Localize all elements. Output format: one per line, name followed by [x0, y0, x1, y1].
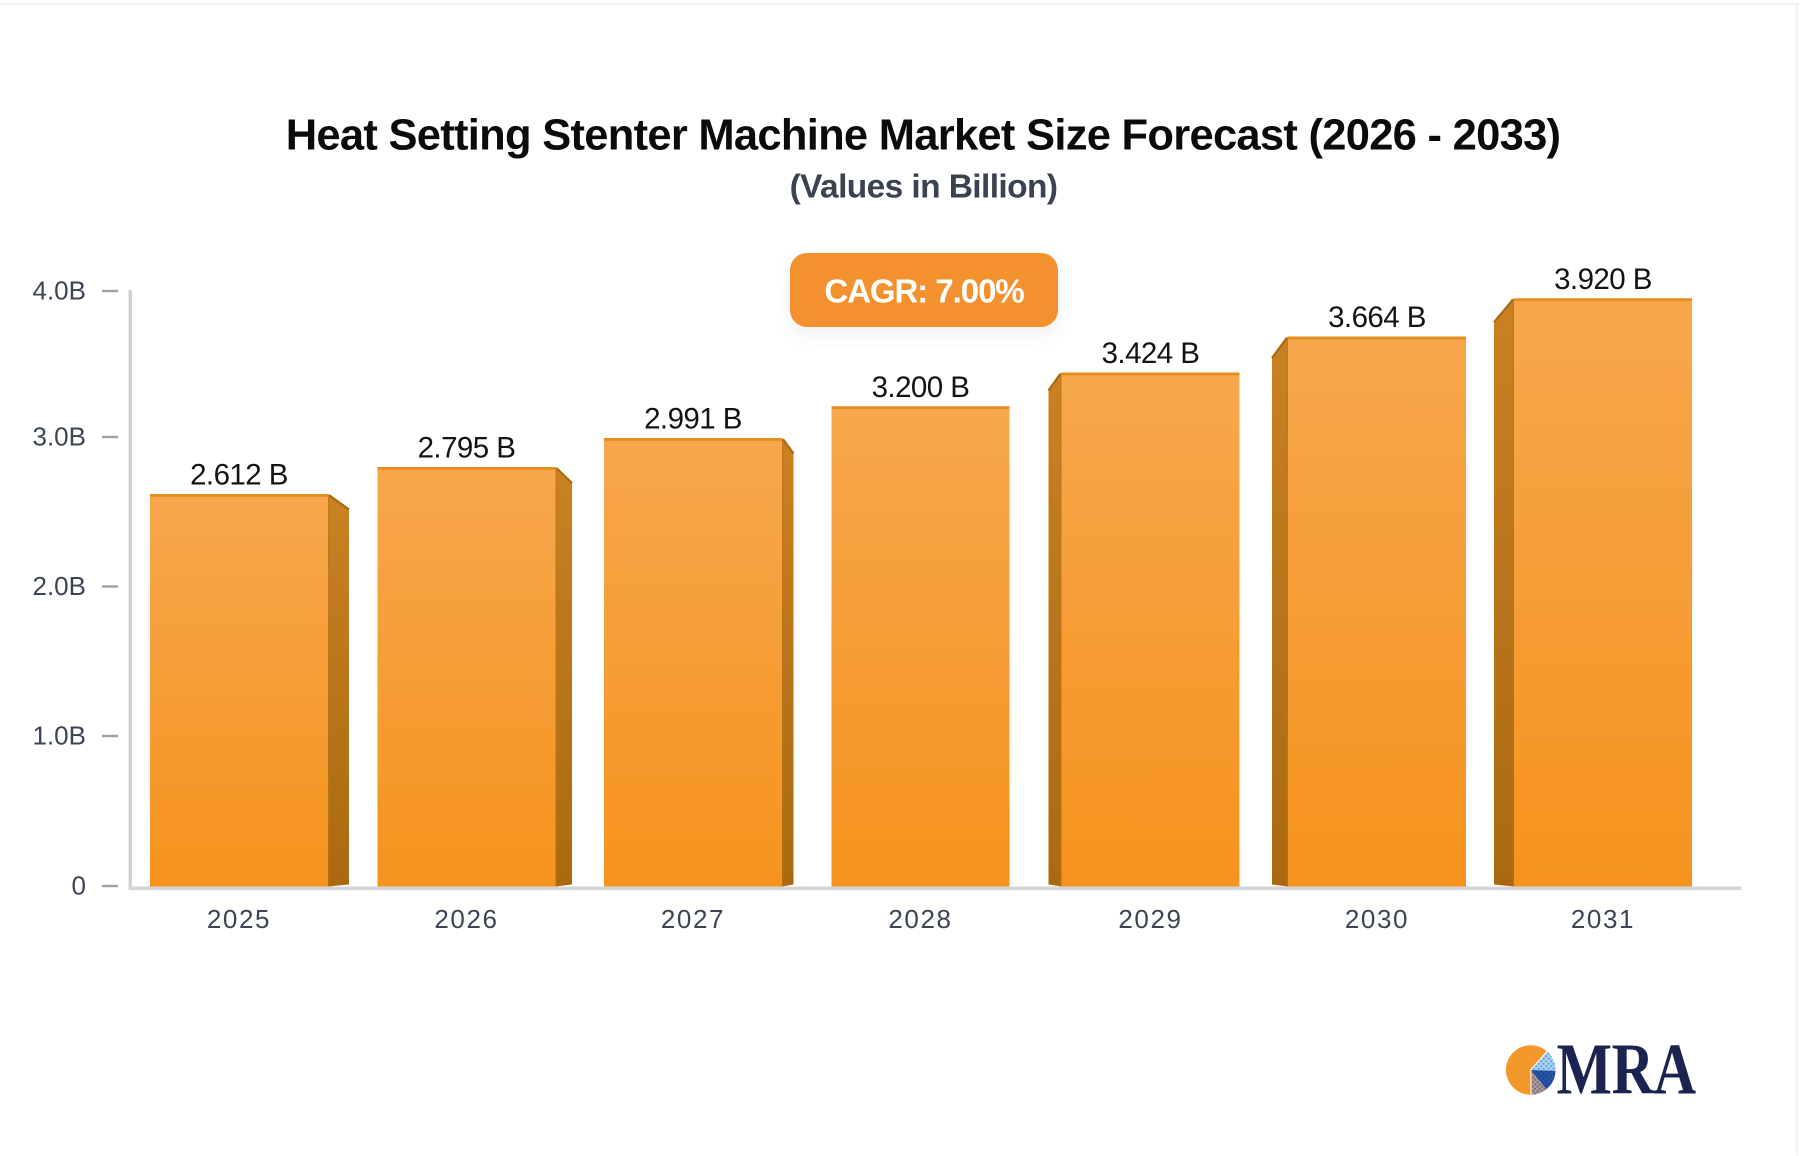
svg-text:3.0B: 3.0B [33, 422, 87, 452]
svg-text:CAGR: 7.00%: CAGR: 7.00% [824, 273, 1024, 310]
svg-text:0: 0 [72, 871, 86, 901]
svg-text:2.795 B: 2.795 B [418, 432, 516, 465]
svg-text:3.664 B: 3.664 B [1328, 301, 1426, 334]
svg-text:2.612 B: 2.612 B [190, 459, 288, 492]
svg-text:1.0B: 1.0B [33, 721, 87, 751]
svg-text:2.991 B: 2.991 B [644, 403, 742, 436]
svg-text:MRA: MRA [1557, 1029, 1697, 1110]
svg-text:2025: 2025 [207, 904, 271, 934]
svg-text:2026: 2026 [434, 904, 498, 934]
svg-text:2027: 2027 [661, 904, 725, 934]
svg-text:2031: 2031 [1571, 904, 1635, 934]
svg-text:2030: 2030 [1345, 904, 1409, 934]
svg-text:2029: 2029 [1118, 904, 1182, 934]
svg-text:3.424 B: 3.424 B [1102, 337, 1200, 370]
svg-text:2028: 2028 [888, 904, 952, 934]
svg-text:(Values in Billion): (Values in Billion) [790, 169, 1058, 206]
svg-text:Heat Setting Stenter Machine M: Heat Setting Stenter Machine Market Size… [286, 112, 1561, 160]
svg-text:3.920 B: 3.920 B [1554, 263, 1652, 296]
svg-text:4.0B: 4.0B [33, 276, 87, 306]
svg-text:2.0B: 2.0B [33, 571, 87, 601]
svg-text:3.200 B: 3.200 B [872, 371, 970, 404]
